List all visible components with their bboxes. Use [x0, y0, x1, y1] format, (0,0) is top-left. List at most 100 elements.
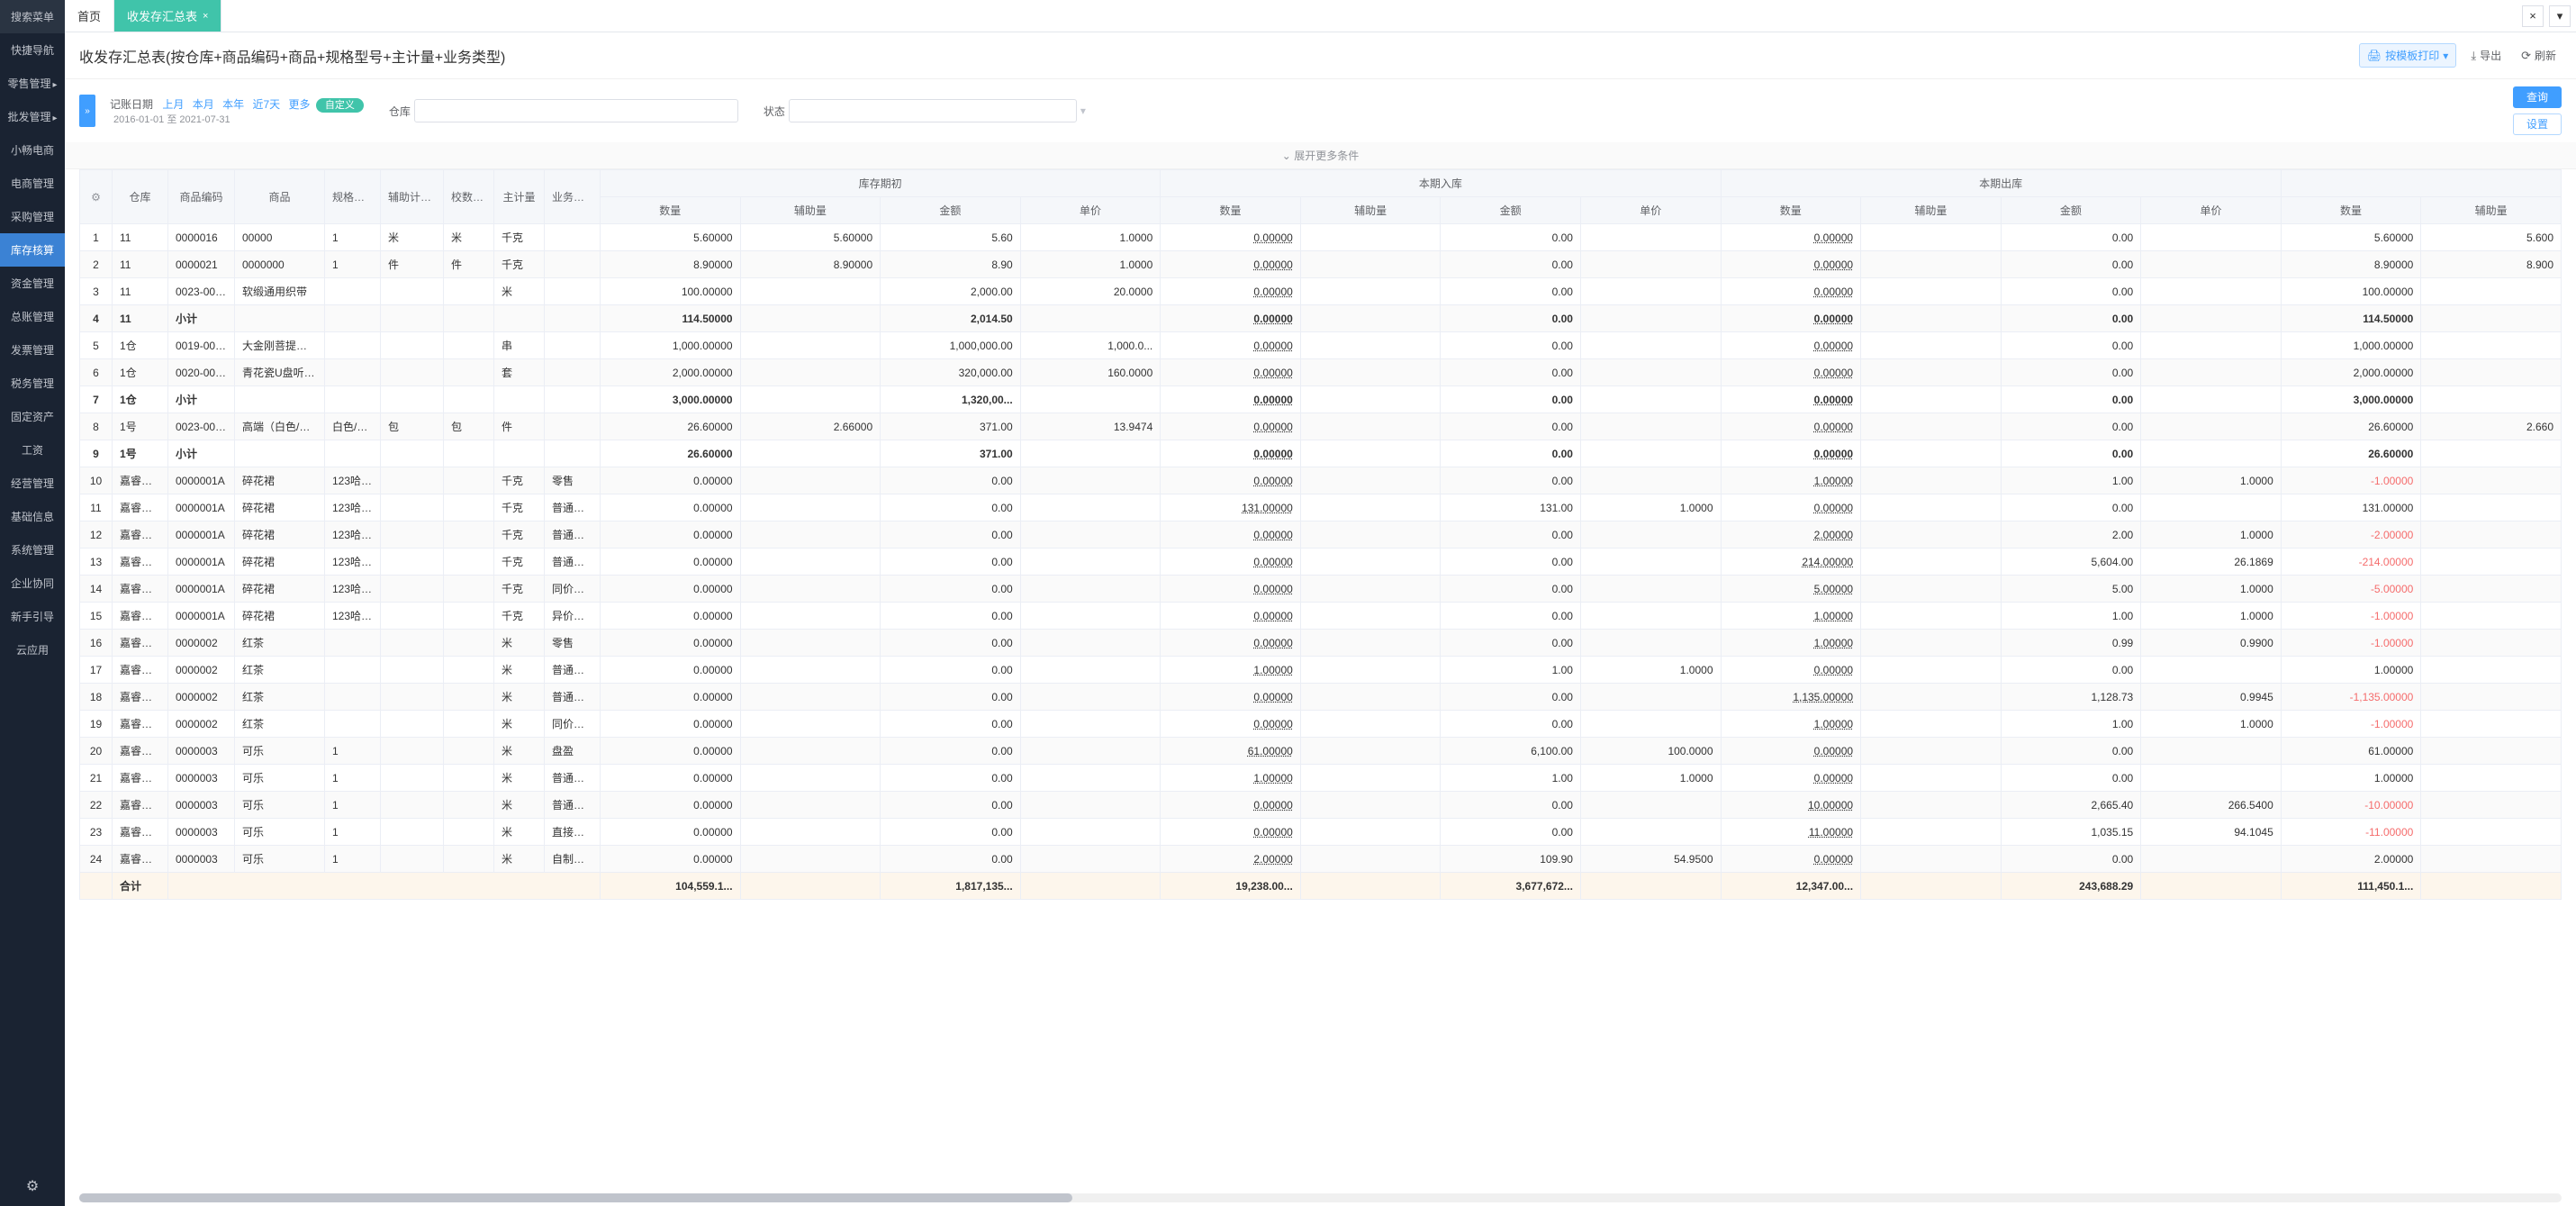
refresh-button[interactable]: ⟳ 刷新 — [2516, 44, 2562, 67]
cell[interactable]: 0.00000 — [1161, 386, 1301, 413]
close-icon[interactable]: × — [203, 11, 208, 22]
cell[interactable]: 0.00000 — [1721, 251, 1861, 278]
cell[interactable]: 0.00000 — [1161, 603, 1301, 630]
cell[interactable]: 0.00000 — [1161, 305, 1301, 332]
table-row[interactable]: 24嘉睿路仓0000003可乐1米自制加工0.000000.002.000001… — [80, 846, 2562, 873]
settings-button[interactable]: 设置 — [2513, 113, 2562, 135]
cell[interactable]: 1.00000 — [1161, 765, 1301, 792]
tab-home[interactable]: 首页 — [65, 0, 114, 32]
cell[interactable]: 0.00000 — [1721, 494, 1861, 521]
cell[interactable]: 0.00000 — [1721, 765, 1861, 792]
table-row[interactable]: 13嘉睿路仓0000001A碎花裙123哈哈哈...千克普通销售0.000000… — [80, 549, 2562, 576]
query-button[interactable]: 查询 — [2513, 86, 2562, 108]
cell[interactable]: 0.00000 — [1161, 467, 1301, 494]
table-row[interactable]: 51仓0019-00001大金刚菩提手串串1,000.000001,000,00… — [80, 332, 2562, 359]
table-row[interactable]: 18嘉睿路仓0000002红茶米普通销售0.000000.000.000000.… — [80, 684, 2562, 711]
sidebar-item[interactable]: 系统管理 — [0, 533, 65, 567]
cell[interactable]: 0.00000 — [1721, 846, 1861, 873]
cell[interactable]: 0.00000 — [1721, 440, 1861, 467]
table-row[interactable]: 211000002100000001件件千克8.900008.900008.90… — [80, 251, 2562, 278]
sidebar-item[interactable]: 发票管理 — [0, 333, 65, 367]
table-row[interactable]: 15嘉睿路仓0000001A碎花裙123哈哈哈...千克异价调拨0.000000… — [80, 603, 2562, 630]
date-preset-this-month[interactable]: 本月 — [193, 98, 214, 111]
cell[interactable]: 0.00000 — [1161, 684, 1301, 711]
cell[interactable]: 61.00000 — [1161, 738, 1301, 765]
template-print-button[interactable]: 🖨 按模板打印 ▾ — [2359, 43, 2457, 68]
date-preset-last7[interactable]: 近7天 — [252, 98, 280, 111]
cell[interactable]: 0.00000 — [1161, 711, 1301, 738]
table-row[interactable]: 71仓小计3,000.000001,320,00...0.000000.000.… — [80, 386, 2562, 413]
tab-report[interactable]: 收发存汇总表 × — [114, 0, 221, 32]
sidebar-item[interactable]: 工资 — [0, 433, 65, 467]
scrollbar-thumb[interactable] — [79, 1193, 1072, 1202]
cell[interactable]: 0.00000 — [1161, 359, 1301, 386]
table-row[interactable]: 91号小计26.60000371.000.000000.000.000000.0… — [80, 440, 2562, 467]
cell[interactable]: 1.00000 — [1721, 630, 1861, 657]
cell[interactable]: 0.00000 — [1161, 332, 1301, 359]
cell[interactable]: 0.00000 — [1161, 576, 1301, 603]
table-row[interactable]: 411小计114.500002,014.500.000000.000.00000… — [80, 305, 2562, 332]
sidebar-item[interactable]: 企业协同 — [0, 567, 65, 600]
sidebar-item[interactable]: 库存核算 — [0, 233, 65, 267]
sidebar-item[interactable]: 采购管理 — [0, 200, 65, 233]
cell[interactable]: 10.00000 — [1721, 792, 1861, 819]
tab-dropdown[interactable]: ▾ — [2549, 5, 2571, 27]
sidebar-item[interactable]: 快捷导航 — [0, 33, 65, 67]
cell[interactable]: 0.00000 — [1161, 278, 1301, 305]
sidebar-item[interactable]: 基础信息 — [0, 500, 65, 533]
sidebar-item[interactable]: 总账管理 — [0, 300, 65, 333]
cell[interactable]: 131.00000 — [1161, 494, 1301, 521]
cell[interactable]: 2.00000 — [1721, 521, 1861, 549]
cell[interactable]: 0.00000 — [1721, 386, 1861, 413]
cell[interactable]: 0.00000 — [1161, 521, 1301, 549]
cell[interactable]: 214.00000 — [1721, 549, 1861, 576]
table-row[interactable]: 21嘉睿路仓0000003可乐1米普通进货0.000000.001.000001… — [80, 765, 2562, 792]
cell[interactable]: 1.00000 — [1161, 657, 1301, 684]
status-input[interactable] — [789, 99, 1077, 122]
cell[interactable]: 0.00000 — [1161, 224, 1301, 251]
table-row[interactable]: 16嘉睿路仓0000002红茶米零售0.000000.000.000000.00… — [80, 630, 2562, 657]
table-row[interactable]: 3110023-00009软缎通用织带米100.000002,000.0020.… — [80, 278, 2562, 305]
table-row[interactable]: 14嘉睿路仓0000001A碎花裙123哈哈哈...千克同价调拨0.000000… — [80, 576, 2562, 603]
cell[interactable]: 0.00000 — [1721, 278, 1861, 305]
table-row[interactable]: 17嘉睿路仓0000002红茶米普通进货0.000000.001.000001.… — [80, 657, 2562, 684]
cell[interactable]: 0.00000 — [1721, 305, 1861, 332]
cell[interactable]: 0.00000 — [1721, 738, 1861, 765]
cell[interactable]: 0.00000 — [1161, 440, 1301, 467]
table-row[interactable]: 19嘉睿路仓0000002红茶米同价调拨0.000000.000.000000.… — [80, 711, 2562, 738]
table-row[interactable]: 12嘉睿路仓0000001A碎花裙123哈哈哈...千克普通销售0.000000… — [80, 521, 2562, 549]
cell[interactable]: 0.00000 — [1161, 413, 1301, 440]
collapse-filter-button[interactable]: » — [79, 95, 95, 127]
table-settings-icon[interactable]: ⚙ — [80, 170, 113, 224]
cell[interactable]: 11.00000 — [1721, 819, 1861, 846]
sidebar-item[interactable]: 批发管理▸ — [0, 100, 65, 133]
date-preset-last-month[interactable]: 上月 — [162, 98, 184, 111]
cell[interactable]: 0.00000 — [1161, 792, 1301, 819]
sidebar-item[interactable]: 云应用 — [0, 633, 65, 666]
sidebar-item[interactable]: 零售管理▸ — [0, 67, 65, 100]
date-preset-more[interactable]: 更多 — [288, 98, 310, 111]
cell[interactable]: 1.00000 — [1721, 467, 1861, 494]
cell[interactable]: 0.00000 — [1721, 332, 1861, 359]
cell[interactable]: 2.00000 — [1161, 846, 1301, 873]
settings-gear[interactable]: ⚙ — [0, 1166, 65, 1206]
table-row[interactable]: 10嘉睿路仓0000001A碎花裙123哈哈哈...千克零售0.000000.0… — [80, 467, 2562, 494]
cell[interactable]: 1.00000 — [1721, 711, 1861, 738]
close-all-tabs[interactable]: × — [2522, 5, 2544, 27]
horizontal-scrollbar[interactable] — [79, 1193, 2562, 1202]
table-row[interactable]: 23嘉睿路仓0000003可乐1米直接领料0.000000.000.000000… — [80, 819, 2562, 846]
cell[interactable]: 1,135.00000 — [1721, 684, 1861, 711]
date-preset-this-year[interactable]: 本年 — [222, 98, 244, 111]
cell[interactable]: 0.00000 — [1161, 630, 1301, 657]
chevron-down-icon[interactable]: ▾ — [1080, 104, 1086, 117]
cell[interactable]: 0.00000 — [1161, 549, 1301, 576]
cell[interactable]: 0.00000 — [1721, 224, 1861, 251]
table-row[interactable]: 22嘉睿路仓0000003可乐1米普通销售0.000000.000.000000… — [80, 792, 2562, 819]
sidebar-item[interactable]: 新手引导 — [0, 600, 65, 633]
sidebar-item[interactable]: 小畅电商 — [0, 133, 65, 167]
sidebar-item[interactable]: 经营管理 — [0, 467, 65, 500]
cell[interactable]: 5.00000 — [1721, 576, 1861, 603]
warehouse-input[interactable] — [414, 99, 738, 122]
sidebar-item[interactable]: 搜索菜单 — [0, 0, 65, 33]
table-row[interactable]: 1110000016000001米米千克5.600005.600005.601.… — [80, 224, 2562, 251]
